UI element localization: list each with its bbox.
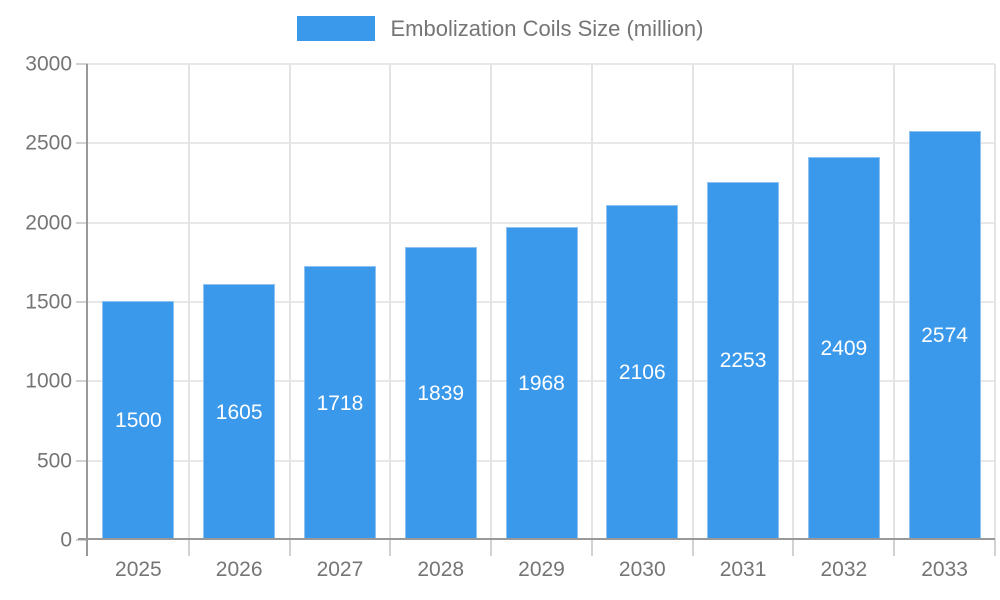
y-axis-tick	[76, 301, 88, 303]
x-axis-tick-label: 2031	[719, 558, 767, 581]
x-axis-tick-label: 2033	[921, 558, 968, 581]
x-axis-tick	[288, 540, 291, 556]
bar-value-label: 2409	[820, 336, 868, 360]
y-axis-tick	[76, 459, 88, 462]
x-axis-tick-label: 2032	[820, 558, 868, 581]
gridline-vertical	[590, 64, 593, 540]
y-axis-tick	[76, 539, 88, 541]
y-axis-tick-label: 0	[60, 528, 72, 552]
bar-value-label: 1500	[115, 409, 162, 432]
plot-area: 0 500 1000 1500 2000 2500 3000 1500 2025 1605 2026…	[25, 54, 996, 581]
gridline-vertical	[490, 64, 493, 540]
y-axis-tick-label: 1000	[25, 369, 72, 393]
bar[interactable]	[303, 266, 376, 539]
x-axis-tick	[994, 540, 996, 556]
y-axis-tick-label: 2000	[25, 211, 72, 235]
gridline-vertical	[288, 64, 291, 540]
x-axis-tick	[691, 540, 694, 556]
bar[interactable]	[203, 284, 276, 539]
gridline-vertical	[691, 64, 694, 540]
x-axis-line	[78, 538, 995, 540]
x-axis-tick	[187, 540, 190, 556]
x-axis-tick	[893, 540, 896, 556]
gridline-horizontal	[88, 221, 995, 224]
x-axis-tick-label: 2026	[215, 558, 263, 581]
bar-value-label: 2253	[719, 349, 767, 373]
bar[interactable]	[707, 181, 780, 539]
bar[interactable]	[807, 156, 880, 539]
bar-value-label: 2574	[921, 323, 968, 347]
gridline-vertical	[792, 64, 795, 540]
bar-value-label: 1839	[417, 382, 465, 406]
bar[interactable]	[908, 130, 981, 539]
bar[interactable]	[102, 301, 175, 539]
y-axis-tick	[76, 221, 88, 224]
x-axis-tick-label: 2027	[316, 558, 364, 581]
x-axis-tick	[389, 540, 392, 556]
bar[interactable]	[606, 204, 679, 539]
gridline-horizontal	[88, 63, 995, 65]
bar[interactable]	[404, 247, 477, 539]
gridline-horizontal	[88, 142, 995, 145]
y-axis-tick-label: 2500	[25, 131, 72, 155]
y-axis-tick-label: 3000	[25, 52, 72, 76]
x-axis-tick-label: 2025	[115, 558, 162, 581]
x-axis-tick	[590, 540, 593, 556]
gridline-vertical	[994, 64, 996, 540]
bar[interactable]	[505, 226, 578, 539]
x-axis-tick-label: 2030	[618, 558, 666, 581]
y-axis-tick	[76, 380, 88, 383]
x-axis-tick-label: 2028	[417, 558, 465, 581]
chart-legend[interactable]: Embolization Coils Size (million)	[0, 16, 1000, 41]
legend-swatch	[296, 16, 375, 41]
bar-value-label: 1605	[215, 400, 263, 424]
y-axis-line	[86, 64, 88, 556]
gridline-vertical	[187, 64, 190, 540]
bar-value-label: 2106	[618, 360, 666, 384]
y-axis-tick-label: 1500	[25, 290, 72, 314]
bar-value-label: 1968	[518, 371, 565, 395]
x-axis-tick	[490, 540, 493, 556]
x-axis-tick-label: 2029	[518, 558, 565, 581]
gridline-vertical	[893, 64, 896, 540]
bar-value-label: 1718	[316, 391, 364, 415]
y-axis-tick	[76, 63, 88, 65]
y-axis-tick-label: 500	[36, 449, 72, 473]
gridline-vertical	[389, 64, 392, 540]
y-axis-tick	[76, 142, 88, 145]
x-axis-tick	[792, 540, 795, 556]
legend-label: Embolization Coils Size (million)	[390, 16, 704, 41]
